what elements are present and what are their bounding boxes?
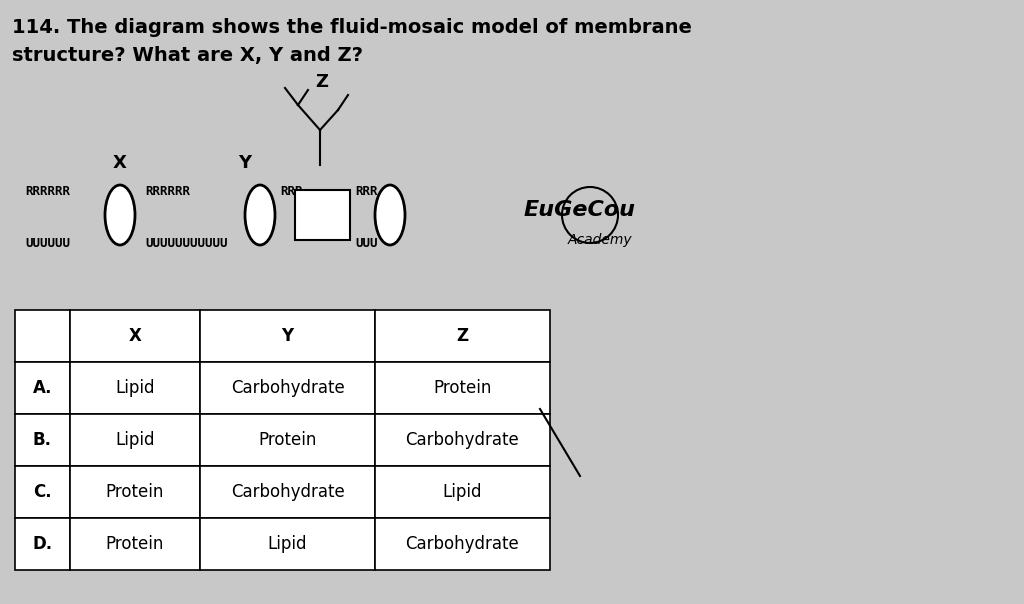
Text: A.: A. (33, 379, 52, 397)
Bar (375, 362, 550, 414)
Text: D.: D. (33, 535, 52, 553)
Bar (70, 466, 200, 518)
Bar (70, 362, 200, 414)
Text: Y: Y (282, 327, 294, 345)
Bar (375, 466, 550, 518)
Bar (15, 466, 70, 518)
Text: RRRRRR: RRRRRR (145, 185, 190, 198)
Bar (15, 362, 70, 414)
Text: RRRRRR: RRRRRR (25, 185, 70, 198)
Text: Protein: Protein (105, 535, 164, 553)
Bar (200, 310, 375, 362)
Bar (70, 310, 200, 362)
Text: X: X (113, 154, 127, 172)
Text: Protein: Protein (258, 431, 316, 449)
Text: UUUUUU: UUUUUU (25, 237, 70, 250)
Text: Academy: Academy (567, 233, 632, 247)
Text: RRR: RRR (280, 185, 302, 198)
Bar (200, 414, 375, 466)
Text: Lipid: Lipid (116, 379, 155, 397)
Text: Z: Z (457, 327, 469, 345)
Bar (70, 414, 200, 466)
Bar (200, 362, 375, 414)
Text: UUU: UUU (355, 237, 378, 250)
Text: RRR: RRR (355, 185, 378, 198)
Bar (15, 310, 70, 362)
Ellipse shape (245, 185, 275, 245)
Text: EuGeCou: EuGeCou (524, 200, 636, 220)
Text: UUUUUUUUUUU: UUUUUUUUUUU (145, 237, 227, 250)
Text: structure? What are X, Y and Z?: structure? What are X, Y and Z? (12, 46, 362, 65)
Bar (200, 466, 375, 518)
Ellipse shape (105, 185, 135, 245)
Ellipse shape (375, 185, 406, 245)
Bar (375, 518, 550, 570)
Text: Lipid: Lipid (442, 483, 482, 501)
Text: Carbohydrate: Carbohydrate (230, 483, 344, 501)
Text: Lipid: Lipid (116, 431, 155, 449)
Text: Carbohydrate: Carbohydrate (406, 535, 519, 553)
Text: Y: Y (239, 154, 252, 172)
Text: Carbohydrate: Carbohydrate (230, 379, 344, 397)
Text: C.: C. (33, 483, 52, 501)
Bar (15, 414, 70, 466)
Bar (295, 190, 350, 240)
Text: 114. The diagram shows the fluid-mosaic model of membrane: 114. The diagram shows the fluid-mosaic … (12, 18, 692, 37)
Bar (200, 518, 375, 570)
Bar (375, 414, 550, 466)
Bar (15, 518, 70, 570)
Bar (375, 310, 550, 362)
Text: B.: B. (33, 431, 52, 449)
Text: X: X (129, 327, 141, 345)
Text: Protein: Protein (433, 379, 492, 397)
Bar (70, 518, 200, 570)
Text: Carbohydrate: Carbohydrate (406, 431, 519, 449)
Text: Z: Z (315, 73, 329, 91)
Text: Lipid: Lipid (267, 535, 307, 553)
Text: Protein: Protein (105, 483, 164, 501)
